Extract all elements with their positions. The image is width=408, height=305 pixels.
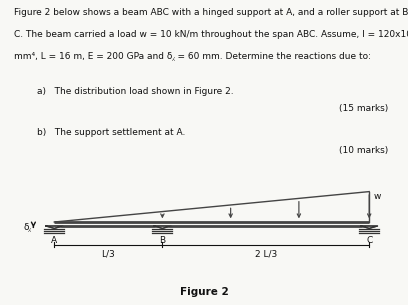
Text: B: B <box>160 236 166 245</box>
Text: L/3: L/3 <box>102 249 115 258</box>
Text: 2 L/3: 2 L/3 <box>255 249 277 258</box>
Polygon shape <box>46 226 62 228</box>
Text: A: A <box>51 236 58 245</box>
Text: (15 marks): (15 marks) <box>339 104 388 113</box>
Polygon shape <box>154 226 171 228</box>
Text: C. The beam carried a load w = 10 kN/m throughout the span ABC. Assume, I = 120x: C. The beam carried a load w = 10 kN/m t… <box>14 30 408 39</box>
Text: b)   The support settlement at A.: b) The support settlement at A. <box>37 128 185 138</box>
Text: mm⁴, L = 16 m, E = 200 GPa and δ⁁ = 60 mm. Determine the reactions due to:: mm⁴, L = 16 m, E = 200 GPa and δ⁁ = 60 m… <box>14 52 371 61</box>
Text: Figure 2 below shows a beam ABC with a hinged support at A, and a roller support: Figure 2 below shows a beam ABC with a h… <box>14 8 408 17</box>
Text: C: C <box>366 236 373 245</box>
Polygon shape <box>361 226 377 228</box>
Text: (10 marks): (10 marks) <box>339 146 388 155</box>
Text: Figure 2: Figure 2 <box>180 287 228 297</box>
Text: δ⁁: δ⁁ <box>24 223 31 231</box>
Text: w: w <box>374 192 381 201</box>
Text: a)   The distribution load shown in Figure 2.: a) The distribution load shown in Figure… <box>37 87 233 96</box>
